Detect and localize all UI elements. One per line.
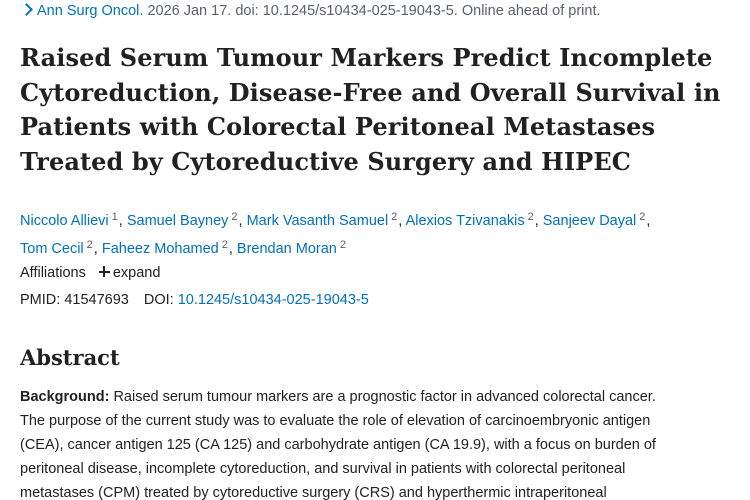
abstract-line: (CEA), cancer antigen 125 (CA 125) and c… — [20, 437, 656, 453]
author-link[interactable]: Alexios Tzivanakis — [405, 213, 525, 229]
author-affiliation-ref[interactable]: 2 — [339, 239, 346, 251]
title-line: Patients with Colorectal Peritoneal Meta… — [20, 112, 656, 141]
author-link[interactable]: Samuel Bayney — [126, 213, 229, 229]
doi-label: DOI: — [143, 292, 174, 308]
pmid-label: PMID: — [20, 292, 61, 308]
affiliations-row: Affiliations expand — [20, 265, 160, 281]
author-link[interactable]: Mark Vasanth Samuel — [246, 213, 389, 229]
author-affiliation-ref[interactable]: 1 — [111, 211, 118, 223]
author-affiliation-ref[interactable]: 2 — [527, 211, 534, 223]
author-link[interactable]: Niccolo Allievi — [20, 213, 109, 229]
identifiers-row: PMID: 41547693 DOI: 10.1245/s10434-025-1… — [20, 292, 369, 308]
author-affiliation-ref[interactable]: 2 — [221, 239, 228, 251]
author-link[interactable]: Tom Cecil — [20, 241, 84, 257]
abstract-line: metastases (CPM) treated by cytoreductiv… — [20, 485, 607, 500]
plus-icon — [98, 266, 110, 277]
affiliations-label: Affiliations — [20, 265, 86, 281]
abstract-line: peritoneal disease, incomplete cytoreduc… — [20, 461, 626, 477]
chevron-right-icon — [20, 3, 33, 16]
author-affiliation-ref[interactable]: 2 — [231, 211, 238, 223]
title-line: Treated by Cytoreductive Surgery and HIP… — [20, 146, 631, 176]
doi-link[interactable]: 10.1245/s10434-025-19043-5 — [177, 292, 369, 308]
background-label: Background: — [20, 389, 110, 405]
article-title: Raised Serum Tumour Markers Predict Inco… — [20, 41, 735, 179]
abstract-line: The purpose of the current study was to … — [20, 413, 651, 429]
author-link[interactable]: Brendan Moran — [236, 241, 337, 257]
expand-affiliations-button[interactable]: expand — [90, 265, 161, 281]
author-list: Niccolo Allievi 1, Samuel Bayney 2, Mark V… — [20, 211, 651, 257]
abstract-heading: Abstract — [20, 345, 120, 370]
title-line: Cytoreduction, Disease-Free and Overall … — [20, 77, 721, 107]
abstract-line: Background: Raised serum tumour markers … — [20, 385, 735, 409]
author-link[interactable]: Faheez Mohamed — [101, 241, 219, 257]
author-affiliation-ref[interactable]: 2 — [639, 211, 646, 223]
title-line: Raised Serum Tumour Markers Predict Inco… — [20, 43, 713, 72]
author-affiliation-ref[interactable]: 2 — [391, 211, 398, 223]
pmid-value: 41547693 — [64, 292, 129, 308]
abstract-line-text: Raised serum tumour markers are a progno… — [113, 389, 656, 405]
citation-line: Ann Surg Oncol. 2026 Jan 17. doi: 10.124… — [20, 3, 601, 19]
citation-details: 2026 Jan 17. doi: 10.1245/s10434-025-190… — [147, 3, 601, 19]
author-link[interactable]: Sanjeev Dayal — [542, 213, 637, 229]
abstract-text: Background: Raised serum tumour markers … — [20, 385, 735, 500]
expand-label: expand — [112, 265, 161, 281]
author-affiliation-ref[interactable]: 2 — [86, 239, 93, 251]
journal-link[interactable]: Ann Surg Oncol. — [37, 3, 144, 19]
